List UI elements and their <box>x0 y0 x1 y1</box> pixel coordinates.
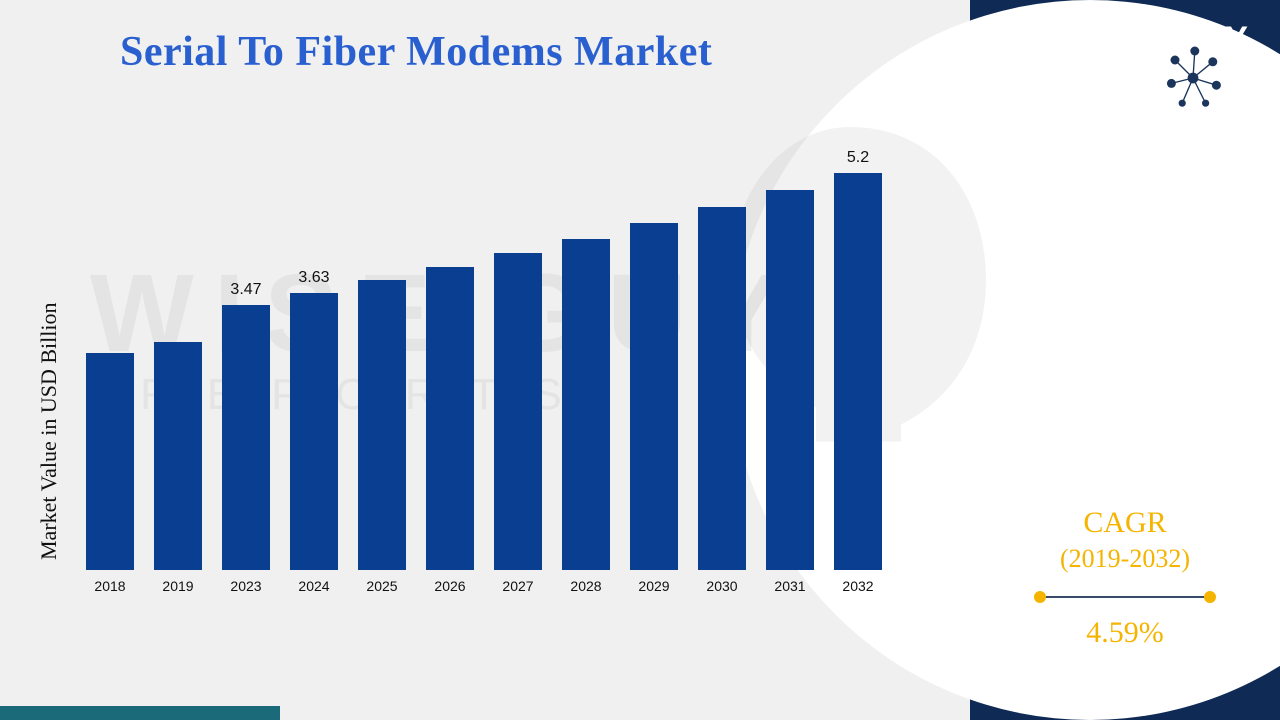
bar-category-label: 2025 <box>366 578 397 594</box>
bar-value-label: 3.47 <box>230 281 261 299</box>
bar <box>834 173 882 570</box>
cagr-dot-left-icon <box>1034 591 1046 603</box>
bottom-accent-bar <box>0 706 280 720</box>
bar-wrap: 2029 <box>630 150 678 570</box>
bar-category-label: 2026 <box>434 578 465 594</box>
bar-wrap: 2025 <box>358 150 406 570</box>
bar <box>358 280 406 570</box>
bar-category-label: 2019 <box>162 578 193 594</box>
bar <box>426 267 474 570</box>
bar <box>562 239 610 570</box>
bar-wrap: 2026 <box>426 150 474 570</box>
bar-category-label: 2029 <box>638 578 669 594</box>
bar-wrap: 2030 <box>698 150 746 570</box>
bar <box>698 207 746 570</box>
bar-wrap: 2027 <box>494 150 542 570</box>
bar-wrap: 20243.63 <box>290 150 338 570</box>
chart-title: Serial To Fiber Modems Market <box>120 28 712 76</box>
bar-category-label: 2028 <box>570 578 601 594</box>
bar-wrap: 2019 <box>154 150 202 570</box>
bars-container: 2018 2019 20233.47 20243.63 2025 2026 2027 2028… <box>86 150 896 570</box>
bar-chart: 2018 2019 20233.47 20243.63 2025 2026 2027 2028… <box>86 150 896 570</box>
bar-category-label: 2027 <box>502 578 533 594</box>
bar-category-label: 2023 <box>230 578 261 594</box>
bar-category-label: 2030 <box>706 578 737 594</box>
bar-wrap: 2031 <box>766 150 814 570</box>
bar <box>154 342 202 570</box>
bar-category-label: 2018 <box>94 578 125 594</box>
y-axis-label: Market Value in USD Billion <box>36 303 62 560</box>
bar <box>86 353 134 570</box>
bar-wrap: 2018 <box>86 150 134 570</box>
cagr-dot-right-icon <box>1204 591 1216 603</box>
cagr-value: 4.59% <box>1020 616 1230 650</box>
brand-head-icon <box>1148 32 1238 142</box>
brand-logo: WISE GUY REPORTS <box>1064 20 1250 78</box>
bar-category-label: 2024 <box>298 578 329 594</box>
bar-value-label: 3.63 <box>298 269 329 287</box>
bar <box>222 305 270 570</box>
bar <box>290 293 338 570</box>
bar-wrap: 2028 <box>562 150 610 570</box>
cagr-block: CAGR (2019-2032) 4.59% <box>1020 506 1230 650</box>
cagr-title: CAGR <box>1020 506 1230 540</box>
cagr-divider-line <box>1040 596 1210 598</box>
infographic-canvas: WISE GUY REPORTS Serial To Fiber Modems … <box>0 0 1280 720</box>
bar <box>630 223 678 570</box>
bar-wrap: 20233.47 <box>222 150 270 570</box>
bar <box>494 253 542 570</box>
bar <box>766 190 814 570</box>
cagr-years: (2019-2032) <box>1020 544 1230 574</box>
bar-wrap: 20325.2 <box>834 150 882 570</box>
bar-category-label: 2032 <box>842 578 873 594</box>
bar-value-label: 5.2 <box>847 149 869 167</box>
bar-category-label: 2031 <box>774 578 805 594</box>
